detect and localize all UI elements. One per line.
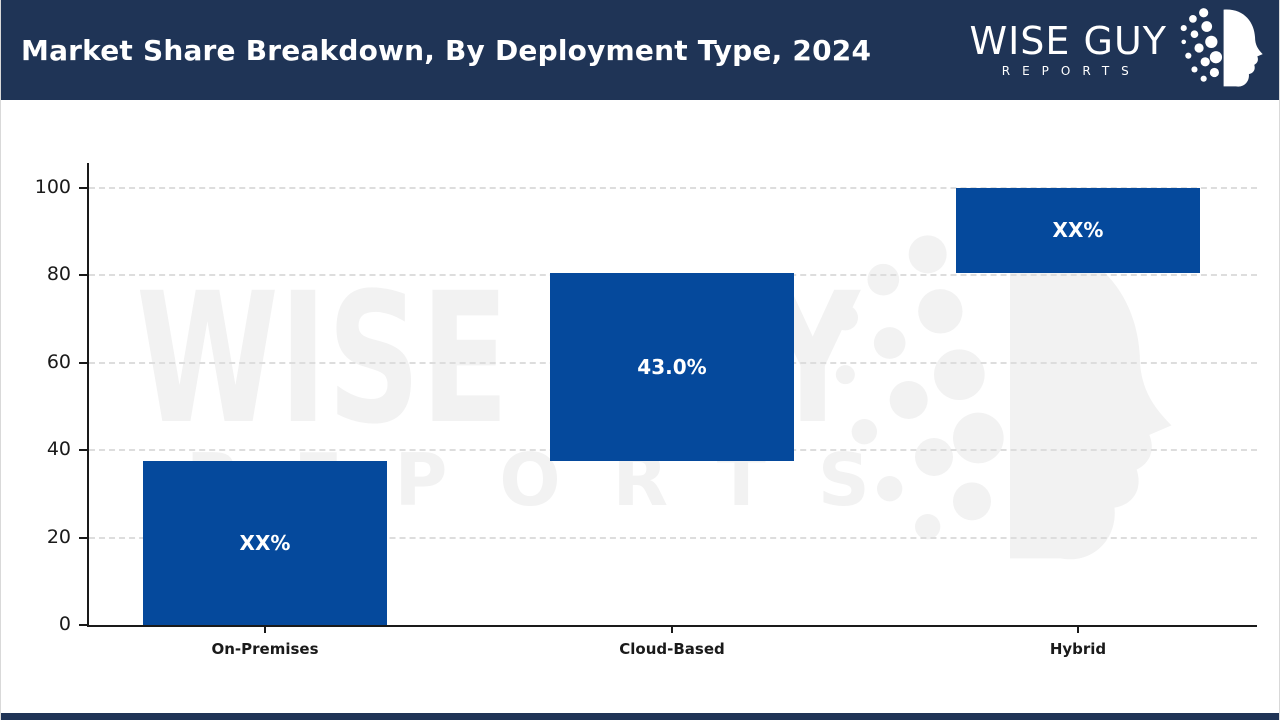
y-tick-label: 60 bbox=[46, 350, 71, 373]
page-title: Market Share Breakdown, By Deployment Ty… bbox=[21, 33, 872, 67]
x-axis-tick bbox=[1077, 627, 1079, 633]
brand-logo: WISE GUY REPORTS bbox=[970, 5, 1279, 95]
y-axis-tick bbox=[79, 361, 89, 364]
brand-subtitle-text: REPORTS bbox=[1001, 64, 1141, 78]
y-axis-tick bbox=[79, 624, 89, 626]
footer-bar bbox=[1, 713, 1279, 720]
bar: XX% bbox=[143, 460, 387, 625]
bar-value-label: XX% bbox=[1052, 218, 1104, 243]
x-axis-line bbox=[87, 625, 1257, 627]
y-tick-label: 100 bbox=[34, 175, 71, 198]
gridline bbox=[89, 536, 1257, 539]
x-category-label: Hybrid bbox=[1049, 640, 1107, 658]
y-axis-tick bbox=[79, 449, 89, 451]
bar-value-label: 43.0% bbox=[637, 354, 707, 379]
brand-face-icon bbox=[1173, 5, 1265, 95]
header-bar: Market Share Breakdown, By Deployment Ty… bbox=[1, 0, 1279, 100]
brand-wordmark: WISE GUY REPORTS bbox=[970, 22, 1167, 78]
x-axis-tick bbox=[264, 627, 266, 633]
x-category-label: Cloud-Based bbox=[619, 640, 725, 658]
bar-value-label: XX% bbox=[239, 530, 291, 555]
x-axis-tick bbox=[671, 627, 673, 633]
y-axis-tick bbox=[79, 186, 89, 189]
y-axis-line bbox=[87, 163, 89, 627]
y-tick-label: 40 bbox=[46, 438, 71, 460]
bar: XX% bbox=[956, 187, 1200, 273]
x-category-label: On-Premises bbox=[211, 640, 319, 658]
y-tick-label: 20 bbox=[46, 525, 71, 548]
y-tick-label: 80 bbox=[46, 263, 71, 285]
y-axis-tick bbox=[79, 274, 89, 276]
watermark-face-icon bbox=[801, 220, 1181, 584]
y-tick-label: 0 bbox=[58, 613, 71, 635]
y-axis-tick bbox=[79, 536, 89, 539]
bar: 43.0% bbox=[550, 272, 794, 461]
gridline bbox=[89, 186, 1257, 189]
brand-name-text: WISE GUY bbox=[969, 19, 1167, 63]
